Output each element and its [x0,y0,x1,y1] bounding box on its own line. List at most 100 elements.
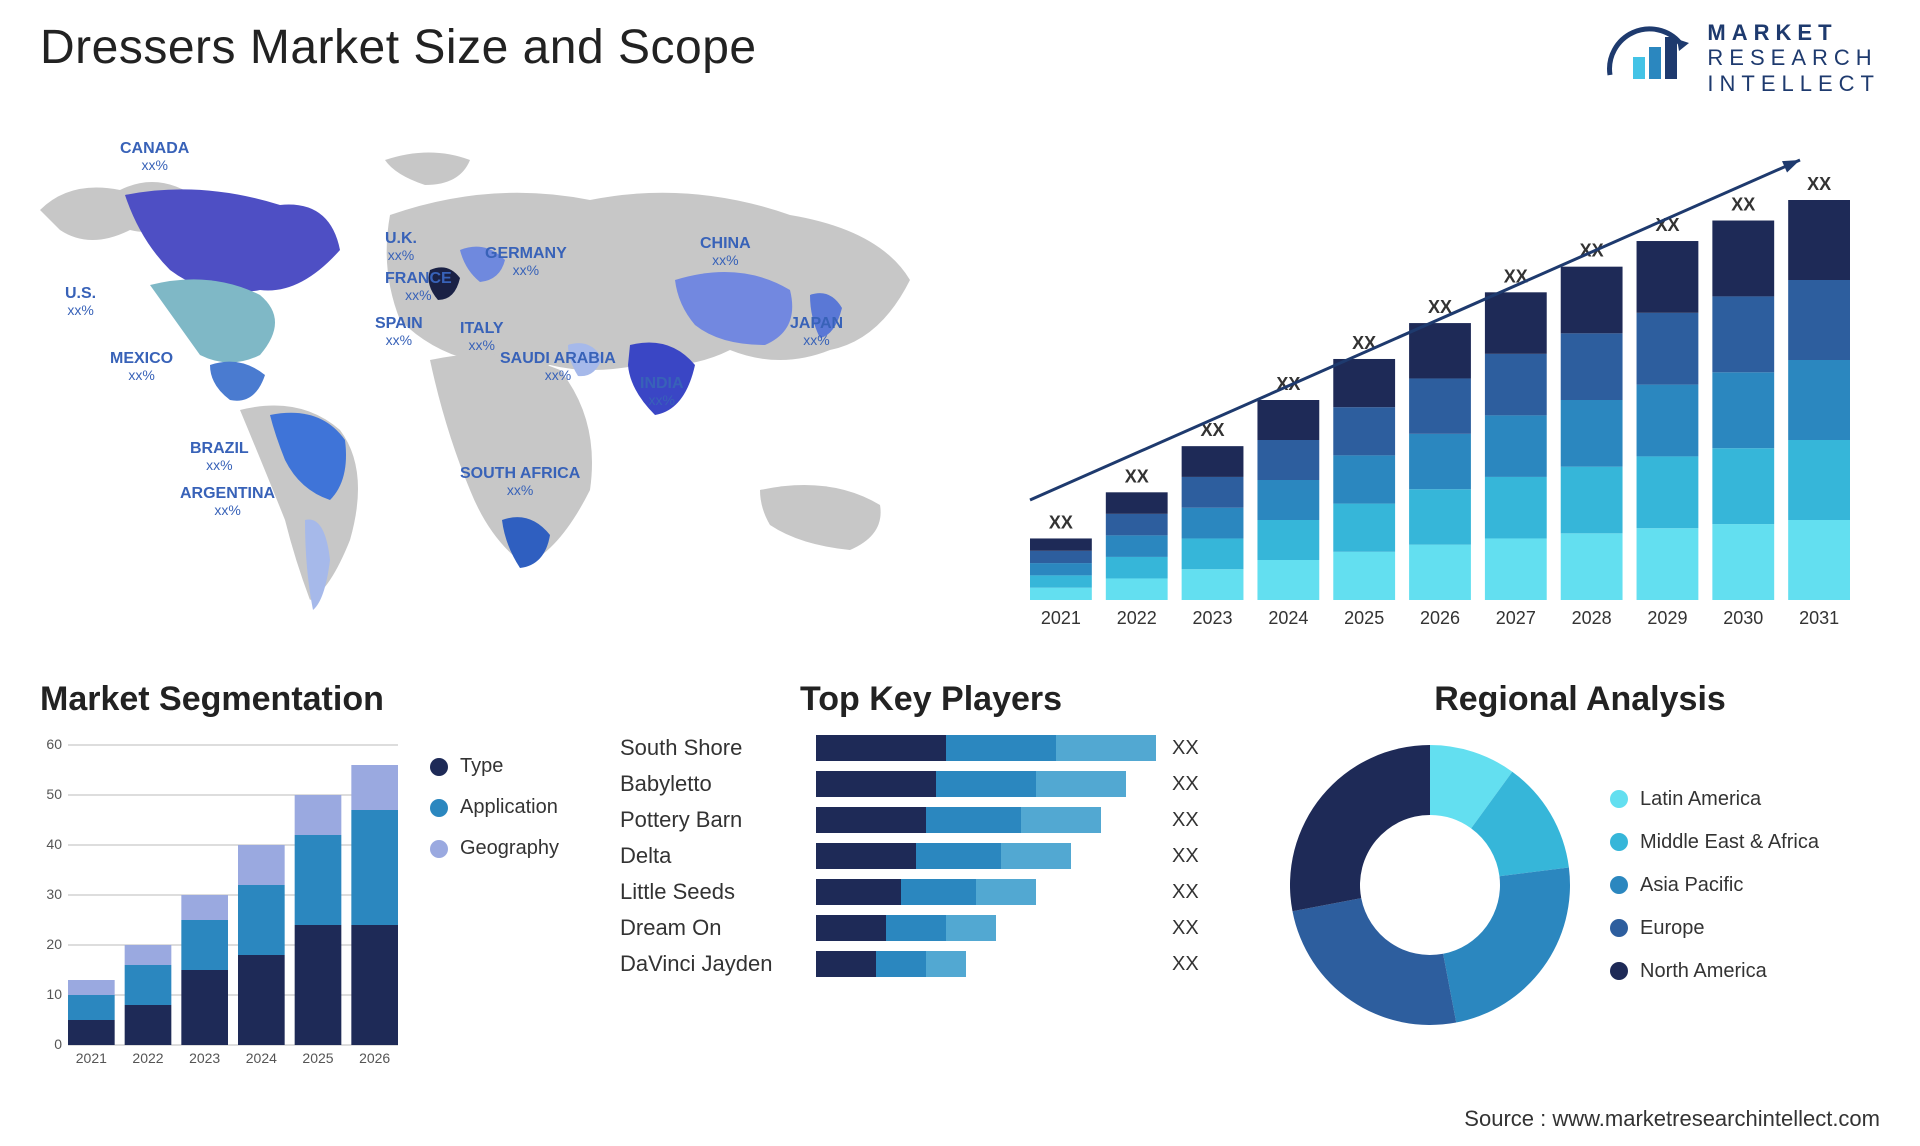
players-title: Top Key Players [800,680,1260,719]
map-label-france: FRANCExx% [385,270,452,303]
player-bar [816,915,1156,941]
player-value: XX [1172,773,1199,796]
player-name: Little Seeds [620,879,800,905]
map-label-u.k.: U.K.xx% [385,230,417,263]
player-bar [816,843,1156,869]
regional-section: Regional Analysis Latin America Middle Ea… [1280,680,1880,1100]
svg-text:20: 20 [46,936,62,952]
svg-text:2022: 2022 [132,1050,163,1065]
map-label-japan: JAPANxx% [790,315,843,348]
regional-donut [1280,735,1580,1035]
svg-text:2022: 2022 [1117,608,1157,628]
key-players-section: Top Key Players South Shore XX Babyletto XX… [620,680,1260,1110]
map-label-canada: CANADAxx% [120,140,189,173]
svg-text:2025: 2025 [302,1050,333,1065]
logo-icon [1605,25,1695,90]
svg-text:30: 30 [46,886,62,902]
logo-line2: RESEARCH [1707,45,1880,70]
regional-title: Regional Analysis [1280,680,1880,719]
svg-text:XX: XX [1125,466,1149,486]
map-label-germany: GERMANYxx% [485,245,567,278]
player-value: XX [1172,809,1199,832]
svg-text:2025: 2025 [1344,608,1384,628]
player-row: Dream On XX [620,915,1260,941]
segmentation-chart: 0 10 20 30 40 50 60 2021 2022 2023 2024 2025 2026 [40,735,400,1065]
svg-text:2024: 2024 [1268,608,1308,628]
player-value: XX [1172,737,1199,760]
players-list: South ShoreXXBabylettoXXPottery BarnXXDe… [620,735,1260,977]
player-row: Pottery Barn XX [620,807,1260,833]
growth-chart: 2021XX2022XX2023XX2024XX2025XX2026XX2027… [1000,140,1880,640]
player-row: DaVinci Jayden XX [620,951,1260,977]
svg-text:2021: 2021 [1041,608,1081,628]
svg-text:60: 60 [46,736,62,752]
logo-line1: MARKET [1707,20,1880,45]
svg-text:50: 50 [46,786,62,802]
svg-text:2031: 2031 [1799,608,1839,628]
player-row: South Shore XX [620,735,1260,761]
svg-text:2028: 2028 [1572,608,1612,628]
svg-text:XX: XX [1731,195,1755,215]
map-label-china: CHINAxx% [700,235,751,268]
player-bar [816,735,1156,761]
map-label-spain: SPAINxx% [375,315,423,348]
reg-legend-north-america: North America [1610,960,1819,983]
svg-text:XX: XX [1049,512,1073,532]
map-label-brazil: BRAZILxx% [190,440,249,473]
svg-text:2021: 2021 [76,1050,107,1065]
seg-legend-geography: Geography [430,837,559,860]
player-name: Babyletto [620,771,800,797]
svg-text:2024: 2024 [246,1050,277,1065]
player-value: XX [1172,881,1199,904]
player-row: Delta XX [620,843,1260,869]
segmentation-title: Market Segmentation [40,680,600,719]
map-label-saudi-arabia: SAUDI ARABIAxx% [500,350,616,383]
seg-legend-application: Application [430,796,559,819]
logo-text: MARKET RESEARCH INTELLECT [1707,20,1880,96]
header: Dressers Market Size and Scope MARKET RE… [40,20,1880,96]
player-value: XX [1172,953,1199,976]
svg-text:2026: 2026 [359,1050,390,1065]
player-name: DaVinci Jayden [620,951,800,977]
logo-line3: INTELLECT [1707,71,1880,96]
map-label-italy: ITALYxx% [460,320,504,353]
svg-text:40: 40 [46,836,62,852]
player-row: Babyletto XX [620,771,1260,797]
brand-logo: MARKET RESEARCH INTELLECT [1605,20,1880,96]
map-label-argentina: ARGENTINAxx% [180,485,275,518]
svg-text:2027: 2027 [1496,608,1536,628]
world-map: CANADAxx% U.S.xx% MEXICOxx% BRAZILxx% ARGENT… [30,120,950,640]
svg-text:2026: 2026 [1420,608,1460,628]
player-row: Little Seeds XX [620,879,1260,905]
page-title: Dressers Market Size and Scope [40,20,757,75]
player-bar [816,879,1156,905]
player-value: XX [1172,845,1199,868]
regional-legend: Latin America Middle East & Africa Asia Pa… [1610,788,1819,983]
svg-text:2029: 2029 [1647,608,1687,628]
reg-legend-latin-america: Latin America [1610,788,1819,811]
map-label-india: INDIAxx% [640,375,684,408]
player-name: Dream On [620,915,800,941]
svg-text:10: 10 [46,986,62,1002]
player-bar [816,951,1156,977]
player-value: XX [1172,917,1199,940]
svg-text:0: 0 [54,1036,62,1052]
source-attribution: Source : www.marketresearchintellect.com [1464,1106,1880,1132]
reg-legend-asia-pacific: Asia Pacific [1610,874,1819,897]
segmentation-section: Market Segmentation 0 10 20 30 40 50 60 2021 202… [40,680,600,1100]
map-label-u.s.: U.S.xx% [65,285,96,318]
player-name: Pottery Barn [620,807,800,833]
segmentation-legend: Type Application Geography [430,755,559,860]
svg-text:2023: 2023 [1193,608,1233,628]
map-label-south-africa: SOUTH AFRICAxx% [460,465,580,498]
svg-text:2023: 2023 [189,1050,220,1065]
player-name: Delta [620,843,800,869]
reg-legend-europe: Europe [1610,917,1819,940]
reg-legend-middle-east-africa: Middle East & Africa [1610,831,1819,854]
seg-legend-type: Type [430,755,559,778]
svg-text:2030: 2030 [1723,608,1763,628]
player-name: South Shore [620,735,800,761]
player-bar [816,807,1156,833]
svg-text:XX: XX [1807,174,1831,194]
map-label-mexico: MEXICOxx% [110,350,173,383]
